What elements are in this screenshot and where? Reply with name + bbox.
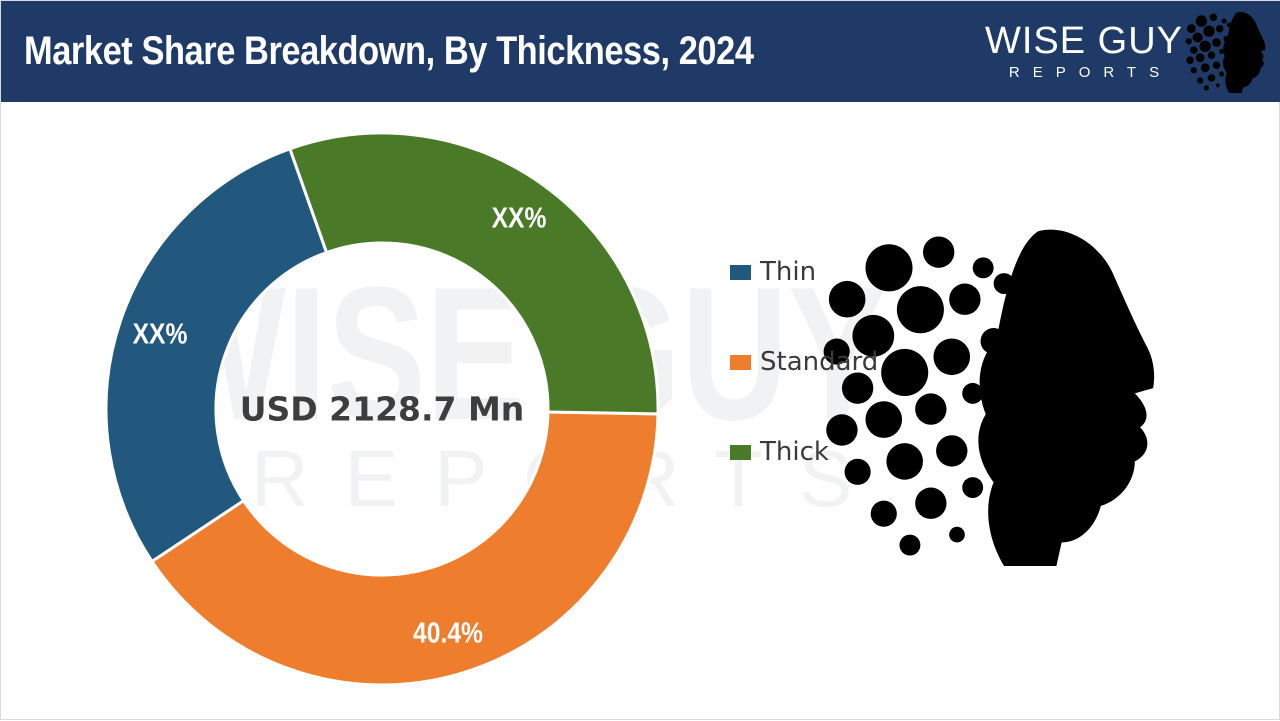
legend-item-thin: Thin (730, 257, 878, 288)
page-title: Market Share Breakdown, By Thickness, 20… (24, 29, 754, 73)
legend-item-standard: Standard (730, 347, 878, 378)
chart-legend: Thin Standard Thick (730, 257, 878, 468)
logo-wiseguy-text: WISE GUY (984, 20, 1183, 63)
donut-slice-thick (288, 131, 660, 416)
legend-swatch-thin (730, 265, 751, 280)
donut-slice-thin (104, 147, 329, 563)
legend-item-thick: Thick (730, 437, 878, 468)
legend-swatch-standard (730, 355, 751, 370)
logo-reports-text: REPORTS (1008, 63, 1173, 81)
donut-center-value: USD 2128.7 Mn (239, 389, 525, 429)
logo-face-icon (1185, 11, 1266, 93)
brand-logo: WISE GUY REPORTS (985, 5, 1267, 98)
legend-label-thin: Thin (760, 257, 817, 287)
brand-logo-text: WISE GUY REPORTS (984, 20, 1183, 81)
donut-slice-standard (150, 410, 660, 687)
header-bar: Market Share Breakdown, By Thickness, 20… (1, 1, 1280, 102)
legend-label-thick: Thick (760, 437, 829, 467)
legend-label-standard: Standard (760, 347, 879, 377)
legend-swatch-thick (730, 445, 751, 460)
title-wrap: Market Share Breakdown, By Thickness, 20… (24, 1, 872, 102)
